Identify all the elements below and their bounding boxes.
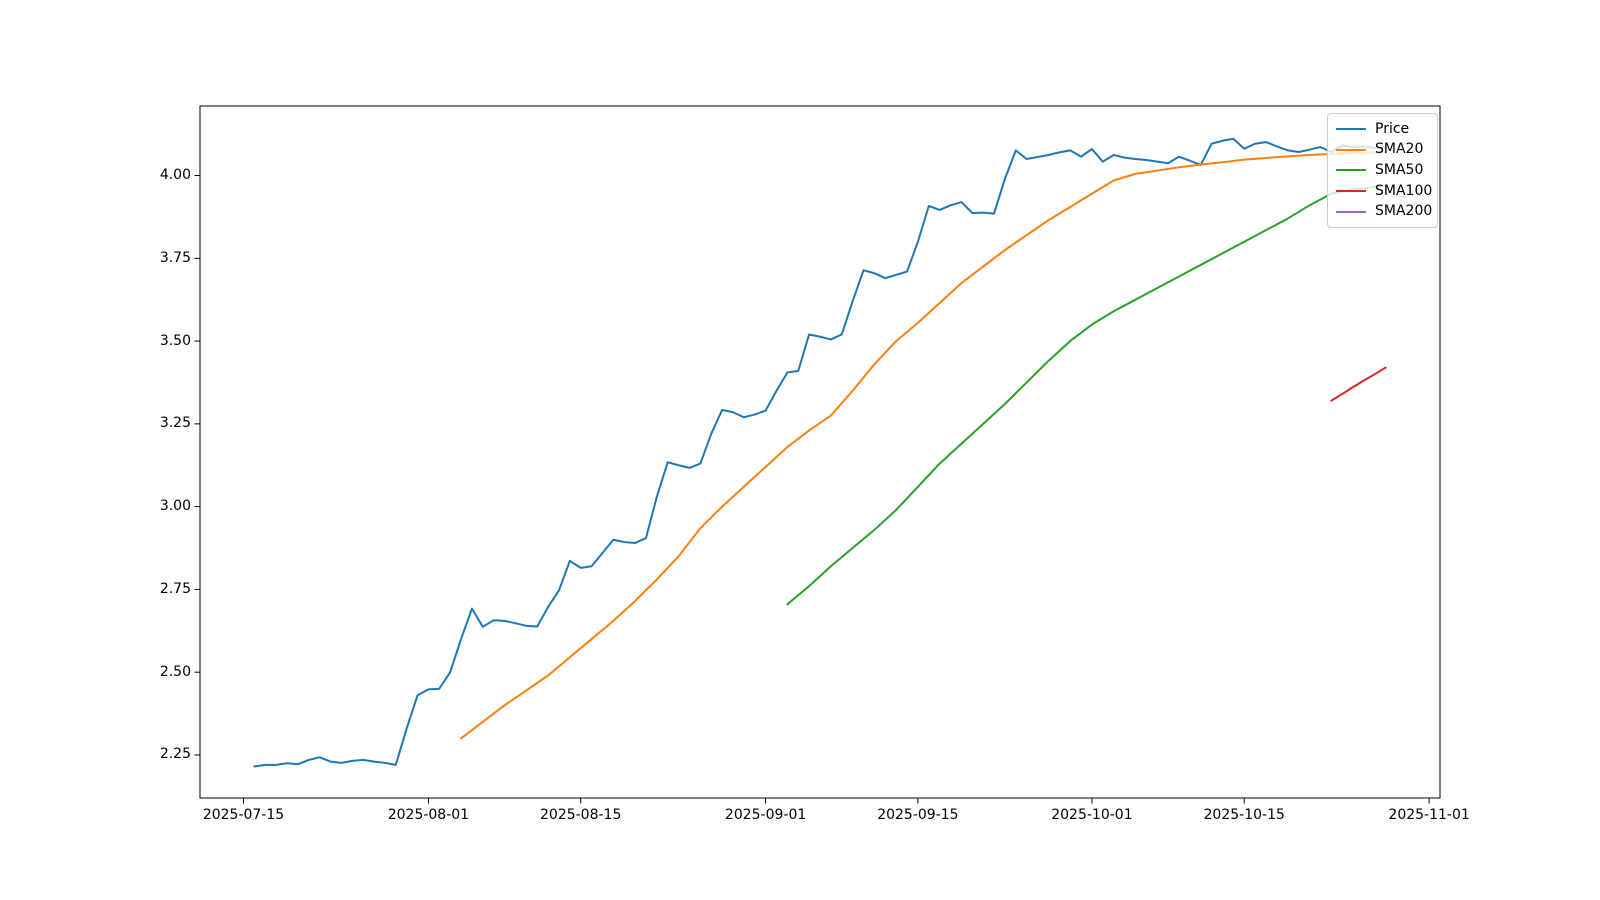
y-tick-label: 4.00	[159, 167, 191, 184]
y-tick-label: 2.25	[159, 746, 191, 763]
legend-row-sma20: SMA20	[1336, 140, 1429, 161]
series-line-price	[253, 137, 1387, 768]
legend-row-price: Price	[1336, 119, 1429, 140]
legend-row-sma50: SMA50	[1336, 160, 1429, 181]
x-tick-label: 2025-11-01	[1388, 807, 1470, 823]
legend-label: SMA50	[1375, 161, 1424, 178]
legend-line-sample-sma100	[1336, 190, 1366, 193]
y-tick-label: 3.50	[159, 332, 191, 349]
y-tick-label: 3.00	[159, 498, 191, 515]
y-tick-label: 2.50	[159, 663, 191, 680]
legend-row-sma100: SMA100	[1336, 181, 1433, 202]
y-tick-label: 3.75	[159, 249, 191, 266]
legend-line-sample-sma50	[1336, 169, 1366, 172]
legend-row-sma200: SMA200	[1336, 201, 1433, 222]
x-tick-label: 2025-08-01	[387, 807, 470, 823]
legend-label: SMA100	[1375, 182, 1433, 199]
axes-spines	[199, 105, 1441, 799]
x-tick-label: 2025-09-15	[877, 807, 959, 823]
x-tick-label: 2025-09-01	[724, 807, 807, 823]
legend-box: Price SMA20 SMA50 SMA100 SMA200	[1327, 113, 1438, 228]
series-line-sma50	[786, 184, 1387, 606]
x-tick-label: 2025-08-15	[540, 807, 622, 823]
legend-line-sample-sma20	[1336, 148, 1366, 151]
series-line-sma20	[460, 151, 1387, 740]
series-line-sma100	[1330, 366, 1387, 402]
x-tick-label: 2025-10-15	[1203, 807, 1285, 823]
legend-line-sample-price	[1336, 128, 1366, 131]
x-tick-label: 2025-07-15	[202, 807, 285, 823]
legend-line-sample-sma200	[1336, 210, 1366, 213]
legend-label: SMA20	[1375, 141, 1424, 158]
x-tick-label: 2025-10-01	[1051, 807, 1133, 823]
y-tick-label: 2.75	[159, 580, 191, 597]
legend-label: SMA200	[1375, 203, 1433, 220]
legend-label: Price	[1375, 120, 1410, 137]
y-tick-label: 3.25	[159, 415, 191, 432]
